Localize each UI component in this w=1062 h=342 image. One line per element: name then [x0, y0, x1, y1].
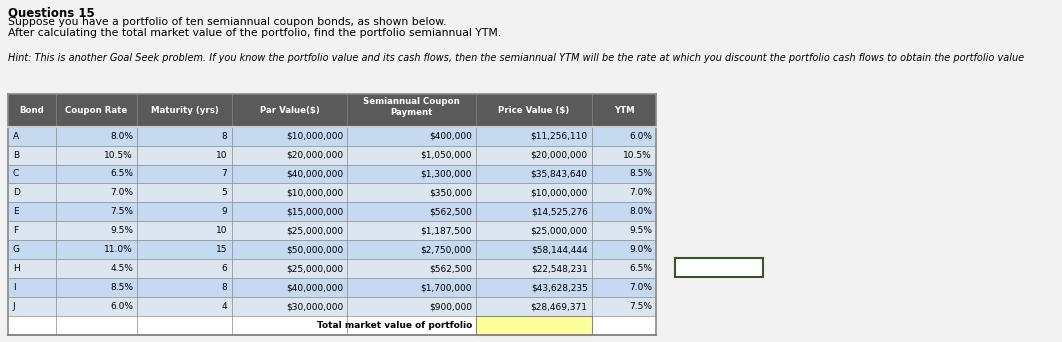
Bar: [8, 183, 656, 202]
Text: $25,000,000: $25,000,000: [286, 264, 343, 273]
Text: $10,000,000: $10,000,000: [530, 188, 587, 197]
Text: $22,548,231: $22,548,231: [531, 264, 587, 273]
Text: C: C: [13, 170, 19, 179]
Text: I: I: [13, 283, 15, 292]
Text: $25,000,000: $25,000,000: [531, 226, 587, 235]
Text: $58,144,444: $58,144,444: [531, 245, 587, 254]
Text: $25,000,000: $25,000,000: [286, 226, 343, 235]
Text: $35,843,640: $35,843,640: [531, 170, 587, 179]
Text: 9: 9: [222, 207, 227, 216]
Text: 8.5%: 8.5%: [629, 170, 652, 179]
Text: 4: 4: [222, 302, 227, 311]
Text: 7.0%: 7.0%: [629, 188, 652, 197]
Text: 7.0%: 7.0%: [110, 188, 133, 197]
Text: $50,000,000: $50,000,000: [286, 245, 343, 254]
Text: $562,500: $562,500: [429, 264, 472, 273]
Text: Hint: This is another Goal Seek problem. If you know the portfolio value and its: Hint: This is another Goal Seek problem.…: [8, 53, 1025, 63]
Text: B: B: [13, 150, 19, 159]
Text: 9.5%: 9.5%: [110, 226, 133, 235]
Text: Par Value($): Par Value($): [259, 106, 320, 115]
Bar: [8, 240, 656, 259]
Text: $400,000: $400,000: [429, 132, 472, 141]
Bar: [8, 221, 656, 240]
Text: $28,469,371: $28,469,371: [531, 302, 587, 311]
Text: 6.5%: 6.5%: [110, 170, 133, 179]
Text: 9.0%: 9.0%: [629, 245, 652, 254]
Bar: [8, 165, 656, 183]
Text: A: A: [13, 132, 19, 141]
Text: $30,000,000: $30,000,000: [286, 302, 343, 311]
Text: $350,000: $350,000: [429, 188, 472, 197]
Text: 7.5%: 7.5%: [110, 207, 133, 216]
Text: 10.5%: 10.5%: [623, 150, 652, 159]
Text: Maturity (yrs): Maturity (yrs): [151, 106, 219, 115]
Bar: [8, 94, 656, 127]
Text: 6.0%: 6.0%: [110, 302, 133, 311]
Text: 7: 7: [222, 170, 227, 179]
Text: 11.0%: 11.0%: [104, 245, 133, 254]
Text: 8: 8: [222, 132, 227, 141]
Text: $1,700,000: $1,700,000: [421, 283, 472, 292]
Text: $10,000,000: $10,000,000: [286, 188, 343, 197]
Text: YTM: YTM: [614, 106, 634, 115]
Text: $2,750,000: $2,750,000: [421, 245, 472, 254]
Text: 8.0%: 8.0%: [110, 132, 133, 141]
Bar: [8, 278, 656, 297]
Text: 10: 10: [216, 226, 227, 235]
Text: $40,000,000: $40,000,000: [286, 170, 343, 179]
Text: Total market value of portfolio: Total market value of portfolio: [316, 321, 472, 330]
Text: $15,000,000: $15,000,000: [286, 207, 343, 216]
Bar: [8, 146, 656, 165]
Text: Suppose you have a portfolio of ten semiannual coupon bonds, as shown below.: Suppose you have a portfolio of ten semi…: [8, 17, 447, 27]
Text: 10: 10: [216, 150, 227, 159]
Text: Price Value ($): Price Value ($): [498, 106, 569, 115]
Text: 7.5%: 7.5%: [629, 302, 652, 311]
Text: $1,187,500: $1,187,500: [421, 226, 472, 235]
Text: $900,000: $900,000: [429, 302, 472, 311]
Text: 6.5%: 6.5%: [629, 264, 652, 273]
Text: Bond: Bond: [20, 106, 45, 115]
Bar: [8, 316, 656, 335]
Bar: [675, 258, 763, 277]
Text: $10,000,000: $10,000,000: [286, 132, 343, 141]
Text: 5: 5: [222, 188, 227, 197]
Text: $1,050,000: $1,050,000: [421, 150, 472, 159]
Text: D: D: [13, 188, 19, 197]
Text: $43,628,235: $43,628,235: [531, 283, 587, 292]
Text: 8.0%: 8.0%: [629, 207, 652, 216]
Text: 10.5%: 10.5%: [104, 150, 133, 159]
Text: 7.0%: 7.0%: [629, 283, 652, 292]
Text: 4.5%: 4.5%: [110, 264, 133, 273]
Text: $14,525,276: $14,525,276: [531, 207, 587, 216]
Text: $562,500: $562,500: [429, 207, 472, 216]
Bar: [8, 127, 656, 146]
Text: $40,000,000: $40,000,000: [286, 283, 343, 292]
Text: J: J: [13, 302, 15, 311]
Text: F: F: [13, 226, 18, 235]
Text: Payment: Payment: [391, 107, 433, 117]
Text: G: G: [13, 245, 20, 254]
Text: Semiannual Coupon: Semiannual Coupon: [363, 97, 460, 106]
Text: Questions 15: Questions 15: [8, 6, 96, 19]
Text: $11,256,110: $11,256,110: [531, 132, 587, 141]
Text: 6: 6: [222, 264, 227, 273]
Bar: [8, 297, 656, 316]
Text: After calculating the total market value of the portfolio, find the portfolio se: After calculating the total market value…: [8, 28, 501, 38]
Text: H: H: [13, 264, 19, 273]
Text: 8: 8: [222, 283, 227, 292]
Text: 8.5%: 8.5%: [110, 283, 133, 292]
Bar: [476, 316, 592, 335]
Text: E: E: [13, 207, 18, 216]
Text: Coupon Rate: Coupon Rate: [66, 106, 127, 115]
Text: $1,300,000: $1,300,000: [421, 170, 472, 179]
Bar: [8, 259, 656, 278]
Text: 9.5%: 9.5%: [629, 226, 652, 235]
Text: 15: 15: [216, 245, 227, 254]
Text: $20,000,000: $20,000,000: [286, 150, 343, 159]
Text: 6.0%: 6.0%: [629, 132, 652, 141]
Text: $20,000,000: $20,000,000: [531, 150, 587, 159]
Bar: [8, 202, 656, 221]
